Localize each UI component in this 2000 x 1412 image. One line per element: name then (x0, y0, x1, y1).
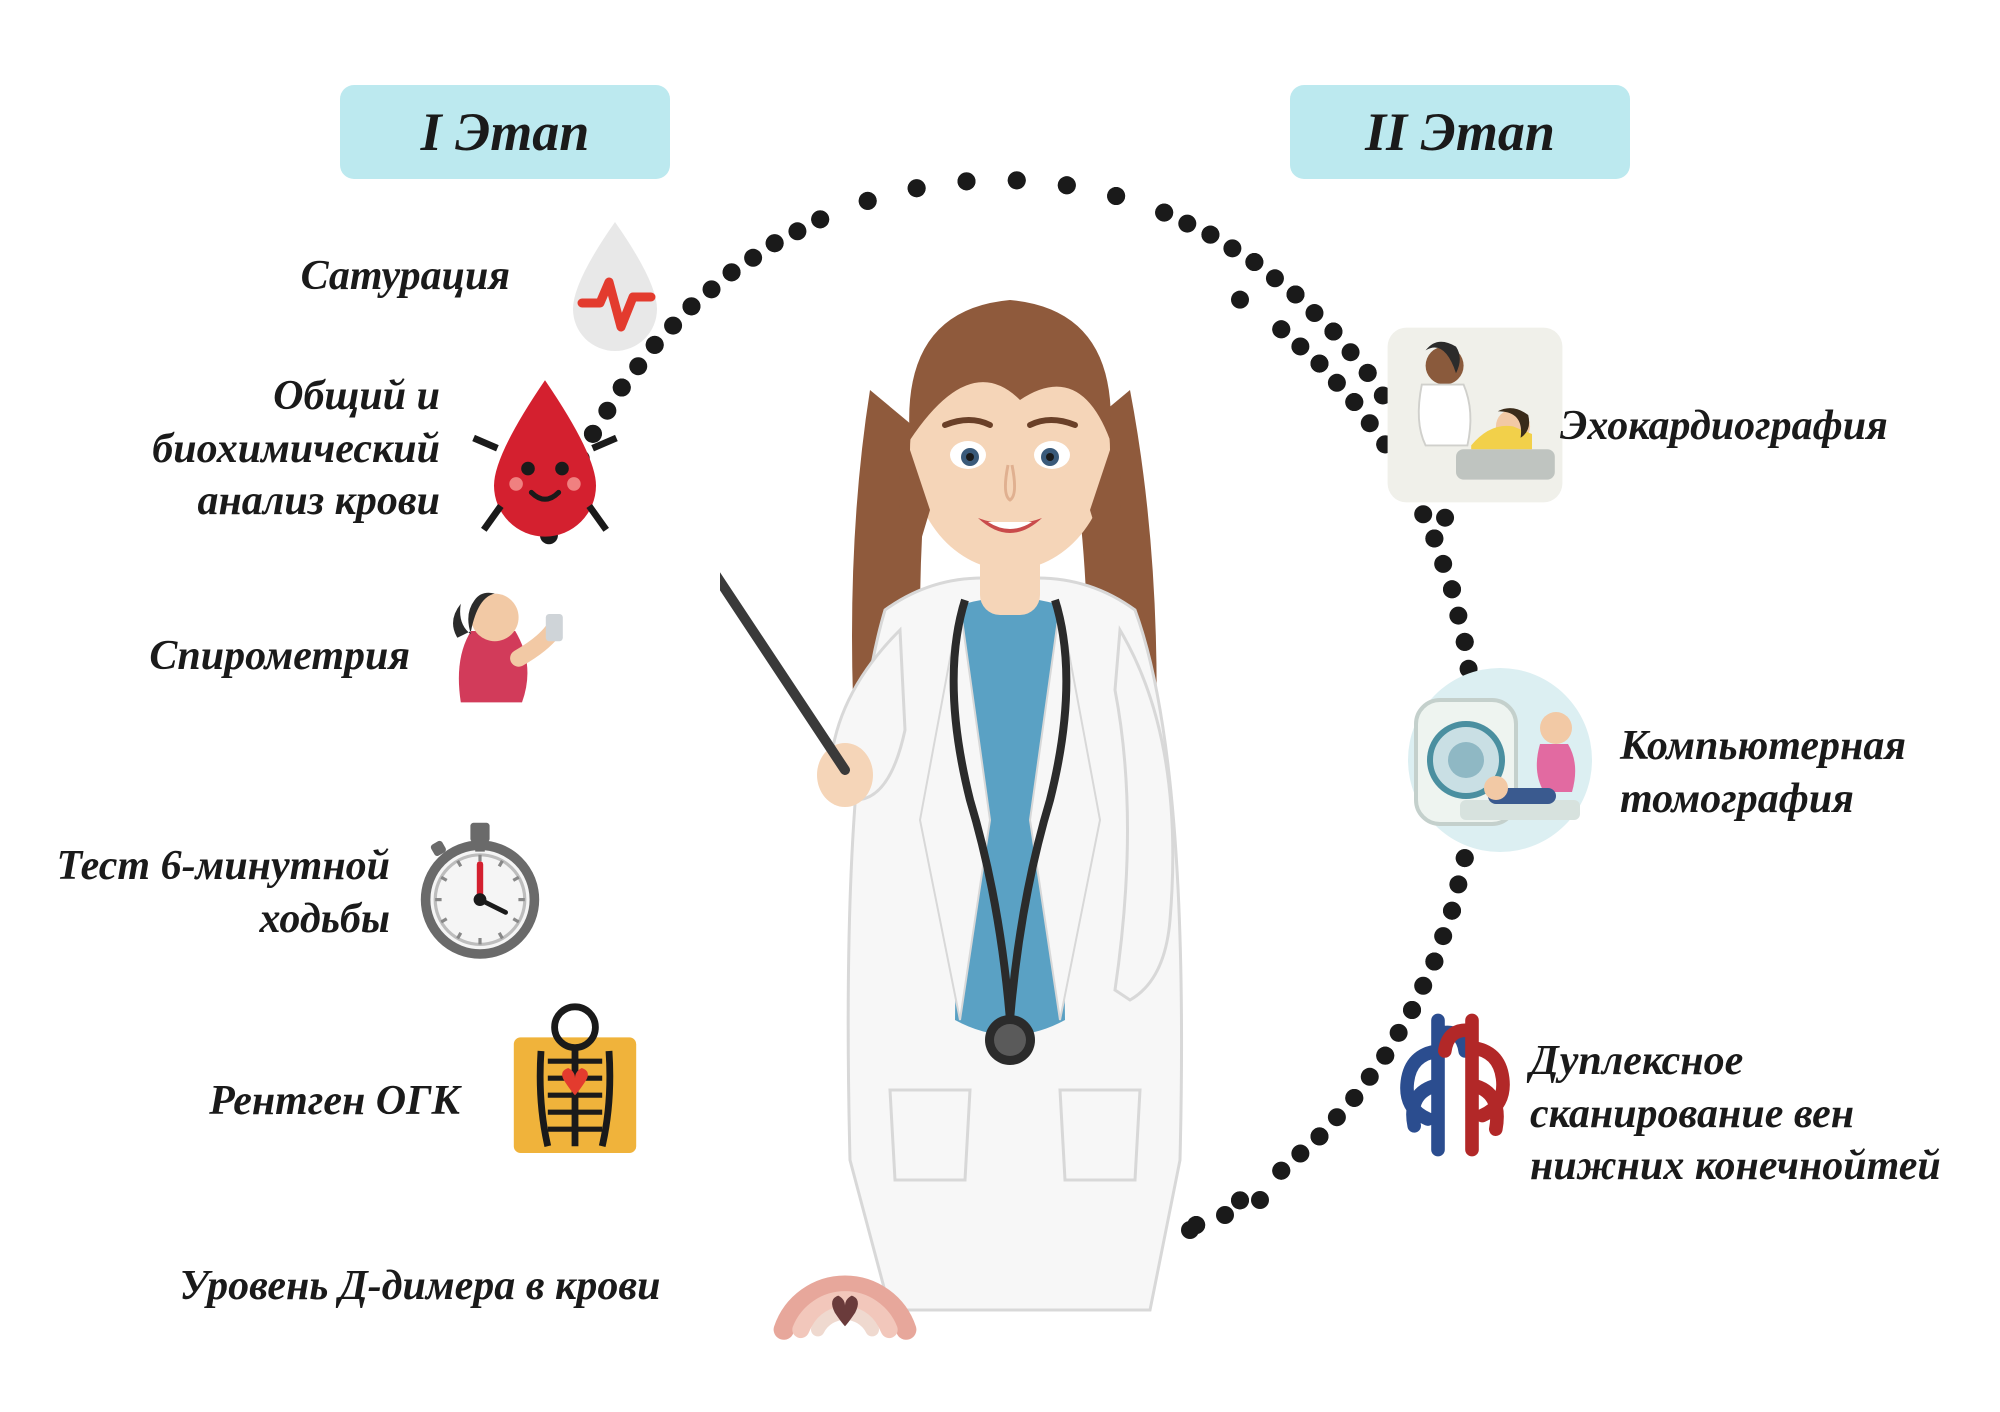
spirometry-icon (420, 580, 590, 750)
stopwatch-icon (400, 810, 560, 970)
chest-xray-icon (490, 1000, 660, 1170)
ddimer-label: Уровень Д-димера в крови (100, 1260, 740, 1313)
saturation-label: Сатурация (140, 250, 510, 303)
stage-badge-left: I Этап (340, 85, 670, 179)
echo-exam-icon (1380, 320, 1570, 510)
rainbow-heart-icon (760, 1180, 930, 1350)
spirometry-label: Спирометрия (60, 630, 410, 683)
walk-label: Тест 6-минутной ходьбы (0, 840, 390, 945)
duplex-label: Дуплексное сканирование вен нижних конеч… (1530, 1035, 2000, 1193)
ct-scanner-icon (1400, 660, 1600, 860)
blood-drop-icon (460, 370, 630, 540)
doctor-illustration (720, 260, 1280, 1320)
stage-badge-right: II Этап (1290, 85, 1630, 179)
ct-label: Компьютерная томография (1620, 720, 2000, 825)
vessels-icon (1370, 1000, 1540, 1170)
blood-label: Общий и биохимический анализ крови (20, 370, 440, 528)
xray-label: Рентген ОГК (120, 1075, 460, 1128)
echo-label: Эхокардиография (1560, 400, 1990, 453)
saturation-icon (540, 210, 690, 360)
